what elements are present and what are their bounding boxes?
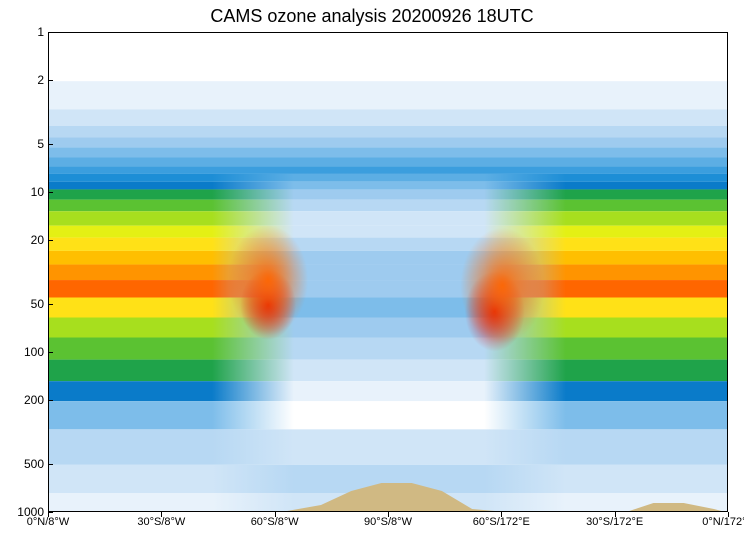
ytick-mark	[48, 80, 53, 81]
ytick-mark	[48, 192, 53, 193]
band-10	[49, 189, 728, 199]
band-21	[49, 360, 728, 382]
xtick-label: 90°S/8°W	[364, 516, 412, 528]
xtick-mark	[728, 512, 729, 517]
band-19	[49, 318, 728, 338]
band-16	[49, 265, 728, 281]
band-20	[49, 337, 728, 359]
ytick-mark	[48, 464, 53, 465]
band-5	[49, 148, 728, 158]
ytick-label: 2	[37, 73, 44, 87]
xtick-mark	[615, 512, 616, 517]
ytick-mark	[48, 352, 53, 353]
band-13	[49, 226, 728, 238]
band-17	[49, 280, 728, 297]
xtick-mark	[48, 512, 49, 517]
ytick-mark	[48, 32, 53, 33]
band-11	[49, 200, 728, 212]
ytick-mark	[48, 304, 53, 305]
band-15	[49, 251, 728, 265]
ytick-label: 100	[24, 345, 44, 359]
xtick-mark	[275, 512, 276, 517]
band-18	[49, 298, 728, 318]
ytick-label: 5	[37, 137, 44, 151]
band-24	[49, 429, 728, 464]
band-1	[49, 81, 728, 109]
band-2	[49, 109, 728, 125]
ytick-label: 20	[31, 233, 44, 247]
band-8	[49, 174, 728, 182]
chart-title: CAMS ozone analysis 20200926 18UTC	[0, 6, 744, 27]
xtick-label: 60°S/8°W	[251, 516, 299, 528]
xtick-mark	[501, 512, 502, 517]
band-12	[49, 211, 728, 225]
ozone-cross-section-chart: CAMS ozone analysis 20200926 18UTC 1 2 5 10…	[0, 0, 744, 555]
ytick-label: 10	[31, 185, 44, 199]
band-6	[49, 158, 728, 167]
xtick-label: 30°S/172°E	[586, 516, 643, 528]
xtick-label: 0°N/172°E	[702, 516, 744, 528]
ytick-label: 50	[31, 297, 44, 311]
xtick-label: 30°S/8°W	[137, 516, 185, 528]
band-23	[49, 401, 728, 429]
xtick-label: 0°N/8°W	[27, 516, 69, 528]
xtick-mark	[388, 512, 389, 517]
band-7	[49, 166, 728, 174]
ytick-mark	[48, 400, 53, 401]
band-4	[49, 138, 728, 148]
contour-svg	[49, 33, 728, 512]
ytick-label: 200	[24, 393, 44, 407]
ytick-mark	[48, 240, 53, 241]
band-9	[49, 182, 728, 190]
band-3	[49, 126, 728, 138]
band-22	[49, 381, 728, 401]
ytick-label: 1	[37, 25, 44, 39]
band-14	[49, 238, 728, 251]
plot-area	[48, 32, 728, 512]
hotspot-3	[460, 228, 544, 344]
xtick-mark	[161, 512, 162, 517]
xtick-label: 60°S/172°E	[473, 516, 530, 528]
hotspot-2	[228, 225, 308, 335]
band-0	[49, 33, 728, 81]
ytick-label: 500	[24, 457, 44, 471]
ytick-mark	[48, 144, 53, 145]
